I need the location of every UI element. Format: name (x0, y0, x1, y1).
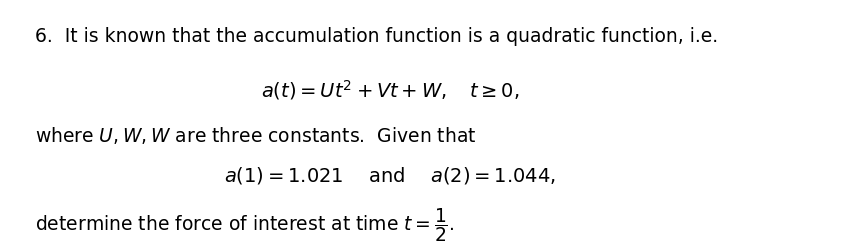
Text: determine the force of interest at time $t = \dfrac{1}{2}.$: determine the force of interest at time … (35, 206, 454, 244)
Text: $a(t) = Ut^2 + Vt + W, \quad t \geq 0,$: $a(t) = Ut^2 + Vt + W, \quad t \geq 0,$ (261, 79, 520, 103)
Text: where $U, W, W$ are three constants.  Given that: where $U, W, W$ are three constants. Giv… (35, 125, 477, 146)
Text: $a(1) = 1.021 \quad$ and $\quad a(2) = 1.044,$: $a(1) = 1.021 \quad$ and $\quad a(2) = 1… (225, 165, 556, 186)
Text: 6.  It is known that the accumulation function is a quadratic function, i.e.: 6. It is known that the accumulation fun… (35, 27, 718, 46)
